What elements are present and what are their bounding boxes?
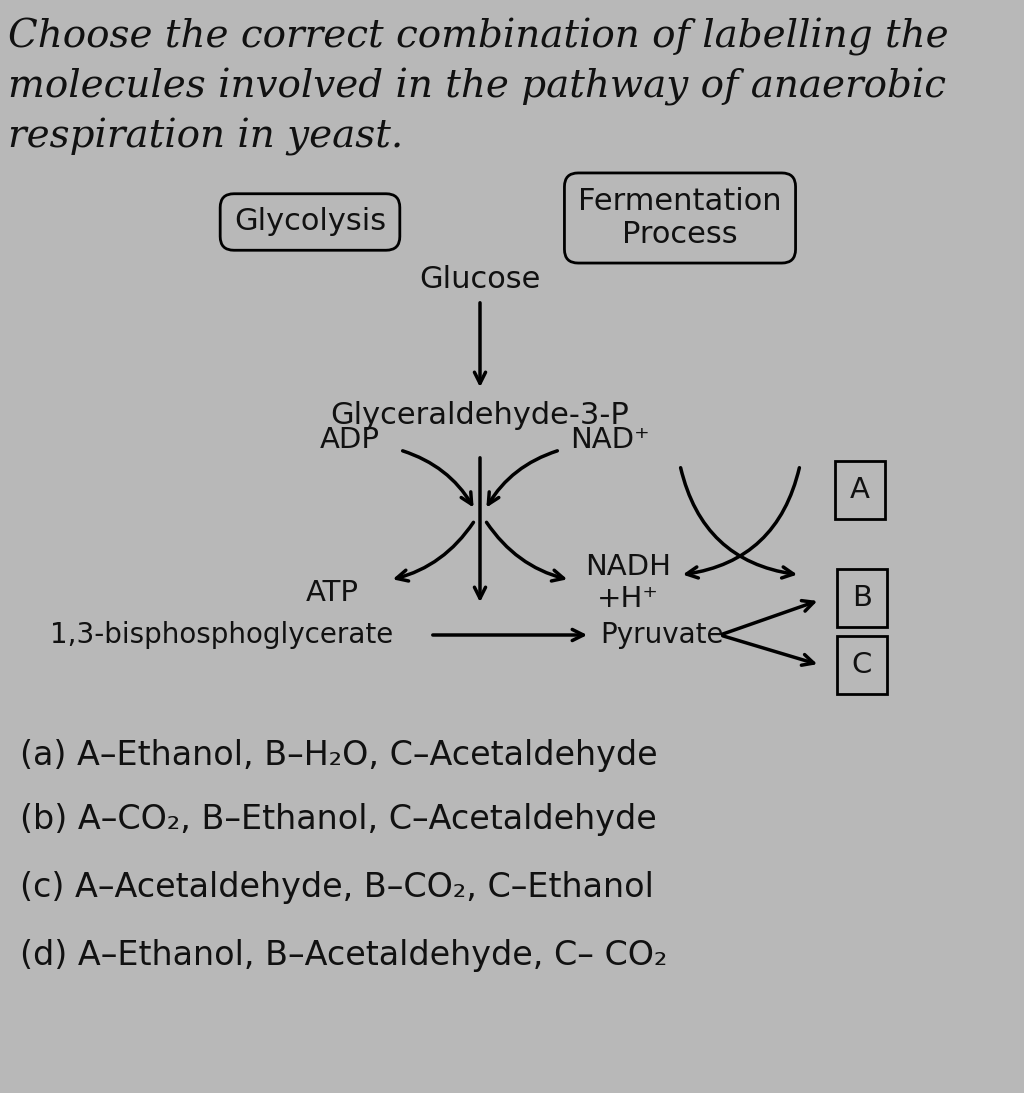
- Text: NAD⁺: NAD⁺: [570, 426, 650, 454]
- Text: (b) A–CO₂, B–Ethanol, C–Acetaldehyde: (b) A–CO₂, B–Ethanol, C–Acetaldehyde: [20, 803, 656, 836]
- Text: Pyruvate: Pyruvate: [600, 621, 724, 649]
- Text: Fermentation
Process: Fermentation Process: [579, 187, 781, 249]
- Text: A: A: [850, 475, 870, 504]
- Text: respiration in yeast.: respiration in yeast.: [8, 118, 403, 156]
- Text: Choose the correct combination of labelling the: Choose the correct combination of labell…: [8, 17, 948, 56]
- Text: molecules involved in the pathway of anaerobic: molecules involved in the pathway of ana…: [8, 68, 946, 106]
- Text: (a) A–Ethanol, B–H₂O, C–Acetaldehyde: (a) A–Ethanol, B–H₂O, C–Acetaldehyde: [20, 739, 657, 772]
- Text: ATP: ATP: [305, 579, 358, 607]
- Text: (d) A–Ethanol, B–Acetaldehyde, C– CO₂: (d) A–Ethanol, B–Acetaldehyde, C– CO₂: [20, 939, 668, 972]
- Text: C: C: [852, 651, 872, 679]
- Text: NADH
+H⁺: NADH +H⁺: [585, 553, 671, 613]
- Text: Glucose: Glucose: [419, 266, 541, 294]
- Text: Glycolysis: Glycolysis: [233, 208, 386, 236]
- Text: ADP: ADP: [319, 426, 380, 454]
- Text: Glyceraldehyde-3-P: Glyceraldehyde-3-P: [331, 400, 630, 430]
- Text: 1,3-bisphosphoglycerate: 1,3-bisphosphoglycerate: [50, 621, 393, 649]
- Text: B: B: [852, 584, 872, 612]
- Text: (c) A–Acetaldehyde, B–CO₂, C–Ethanol: (c) A–Acetaldehyde, B–CO₂, C–Ethanol: [20, 871, 654, 905]
